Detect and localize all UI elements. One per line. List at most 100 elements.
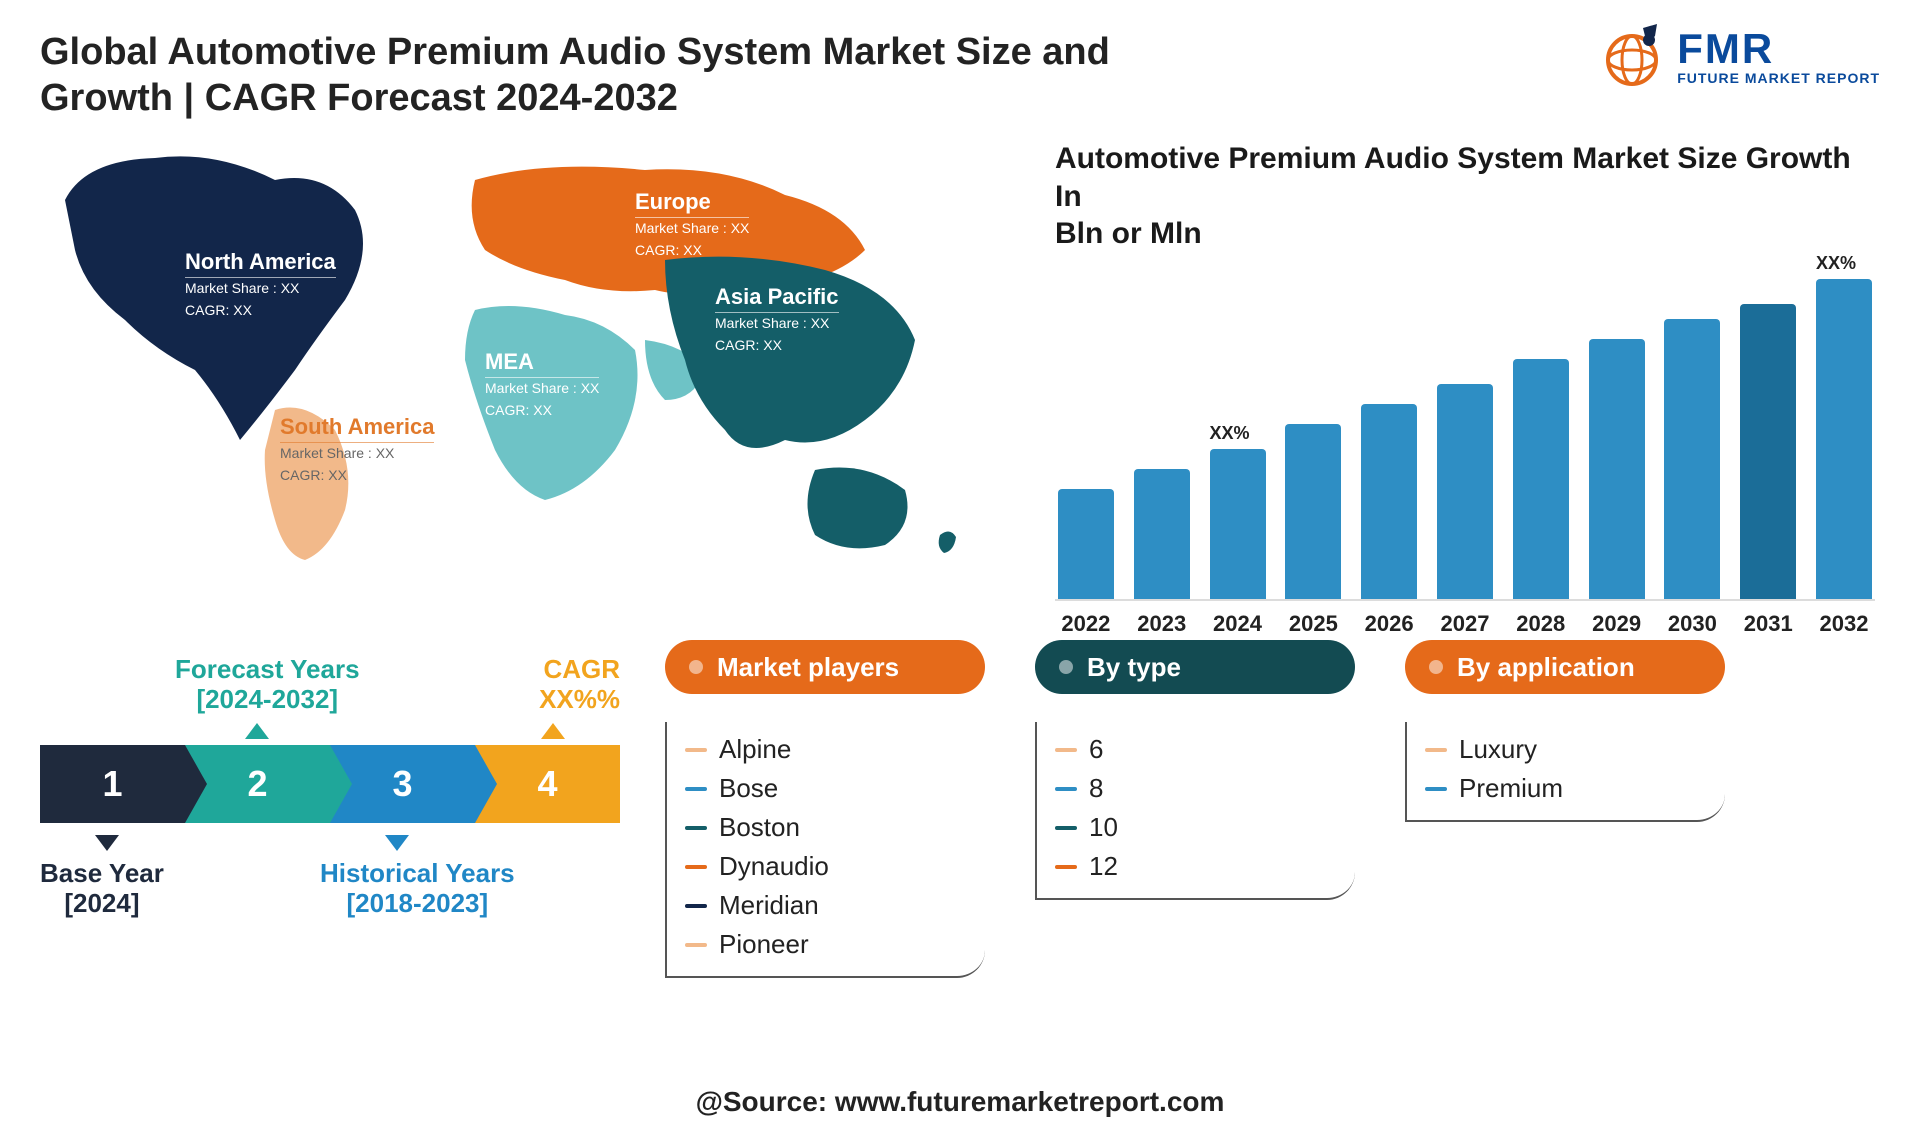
list-item: Boston [685, 808, 985, 847]
triangle-up-icon [541, 723, 565, 739]
region-nz [939, 531, 956, 553]
list-item-label: Luxury [1459, 734, 1537, 765]
bar [1740, 304, 1796, 599]
list-item: 12 [1055, 847, 1355, 886]
pill-by-application: By application [1405, 640, 1725, 694]
chart-title: Automotive Premium Audio System Market S… [1055, 140, 1875, 253]
bar [1361, 404, 1417, 599]
growth-bar-chart: Automotive Premium Audio System Market S… [1055, 140, 1875, 637]
x-axis-label: 2030 [1662, 611, 1724, 637]
list-item: 6 [1055, 730, 1355, 769]
tl-base-label: Base Year [2024] [40, 859, 164, 919]
list-item: Premium [1425, 769, 1725, 808]
bar-col [1510, 359, 1572, 599]
list-item-label: Alpine [719, 734, 791, 765]
list-item: Pioneer [685, 925, 985, 964]
list-item: Meridian [685, 886, 985, 925]
list-item: Alpine [685, 730, 985, 769]
label-mea: MEA Market Share : XX CAGR: XX [485, 350, 599, 418]
logo-subtext: FUTURE MARKET REPORT [1677, 70, 1880, 86]
bar [1664, 319, 1720, 599]
bar: XX% [1210, 449, 1266, 599]
bar [1134, 469, 1190, 599]
bullet-icon [685, 787, 707, 791]
bullet-icon [1055, 826, 1077, 830]
tl-forecast-label: Forecast Years [2024-2032] [175, 655, 360, 715]
x-axis-label: 2025 [1282, 611, 1344, 637]
bar [1058, 489, 1114, 599]
logo-globe-icon [1597, 22, 1667, 92]
bar [1589, 339, 1645, 599]
list-item-label: Bose [719, 773, 778, 804]
bullet-icon [1055, 865, 1077, 869]
bar-col [1434, 384, 1496, 599]
dot-icon [689, 660, 703, 674]
list-item-label: Boston [719, 812, 800, 843]
bullet-icon [1425, 748, 1447, 752]
bar-col [1662, 319, 1724, 599]
chevron-right-icon [185, 745, 207, 823]
bullet-icon [1055, 748, 1077, 752]
timeline-segment: 1 [40, 745, 185, 823]
bar-col [1586, 339, 1648, 599]
pill-by-type: By type [1035, 640, 1355, 694]
label-north-america: North America Market Share : XX CAGR: XX [185, 250, 336, 318]
bar-col: XX% [1207, 449, 1269, 599]
bar [1437, 384, 1493, 599]
list-item-label: Pioneer [719, 929, 809, 960]
x-axis-label: 2024 [1207, 611, 1269, 637]
bar-col [1358, 404, 1420, 599]
x-axis-label: 2029 [1586, 611, 1648, 637]
section-by-application: By application Luxury Premium [1405, 640, 1725, 822]
bullet-icon [685, 865, 707, 869]
chevron-right-icon [475, 745, 497, 823]
bullet-icon [685, 943, 707, 947]
bar-col [1055, 489, 1117, 599]
list-item: Luxury [1425, 730, 1725, 769]
bar-col [1131, 469, 1193, 599]
x-axis-label: 2026 [1358, 611, 1420, 637]
source-attribution: @Source: www.futuremarketreport.com [0, 1086, 1920, 1118]
list-item-label: 8 [1089, 773, 1103, 804]
x-axis-label: 2027 [1434, 611, 1496, 637]
timeline: Forecast Years [2024-2032] CAGR XX%% 123… [40, 655, 620, 955]
list-item-label: 6 [1089, 734, 1103, 765]
bullet-icon [1055, 787, 1077, 791]
list-item: 8 [1055, 769, 1355, 808]
label-europe: Europe Market Share : XX CAGR: XX [635, 190, 749, 258]
x-axis-label: 2031 [1737, 611, 1799, 637]
tl-hist-label: Historical Years [2018-2023] [320, 859, 515, 919]
list-item: 10 [1055, 808, 1355, 847]
list-item-label: Premium [1459, 773, 1563, 804]
section-by-type: By type 6 8 10 12 [1035, 640, 1355, 900]
dot-icon [1059, 660, 1073, 674]
list-item-label: 10 [1089, 812, 1118, 843]
list-item: Bose [685, 769, 985, 808]
label-asia-pacific: Asia Pacific Market Share : XX CAGR: XX [715, 285, 839, 353]
list-item-label: Meridian [719, 890, 819, 921]
triangle-down-icon [385, 835, 409, 851]
bullet-icon [685, 904, 707, 908]
fmr-logo: FMR FUTURE MARKET REPORT [1597, 22, 1880, 92]
bullet-icon [685, 826, 707, 830]
pill-market-players: Market players [665, 640, 985, 694]
triangle-up-icon [245, 723, 269, 739]
section-market-players: Market players Alpine Bose Boston Dynaudio M… [665, 640, 985, 978]
tl-cagr-label: CAGR XX%% [539, 655, 620, 715]
list-item: Dynaudio [685, 847, 985, 886]
bar-col [1282, 424, 1344, 599]
dot-icon [1429, 660, 1443, 674]
list-item-label: Dynaudio [719, 851, 829, 882]
logo-text: FMR [1677, 28, 1880, 70]
bar-annotation: XX% [1210, 423, 1250, 444]
x-axis-label: 2032 [1813, 611, 1875, 637]
world-map: North America Market Share : XX CAGR: XX… [45, 140, 975, 570]
bar: XX% [1816, 279, 1872, 599]
bar [1513, 359, 1569, 599]
bar-annotation: XX% [1816, 253, 1856, 274]
bullet-icon [685, 748, 707, 752]
triangle-down-icon [95, 835, 119, 851]
x-axis-label: 2023 [1131, 611, 1193, 637]
bar-col: XX% [1813, 279, 1875, 599]
bullet-icon [1425, 787, 1447, 791]
